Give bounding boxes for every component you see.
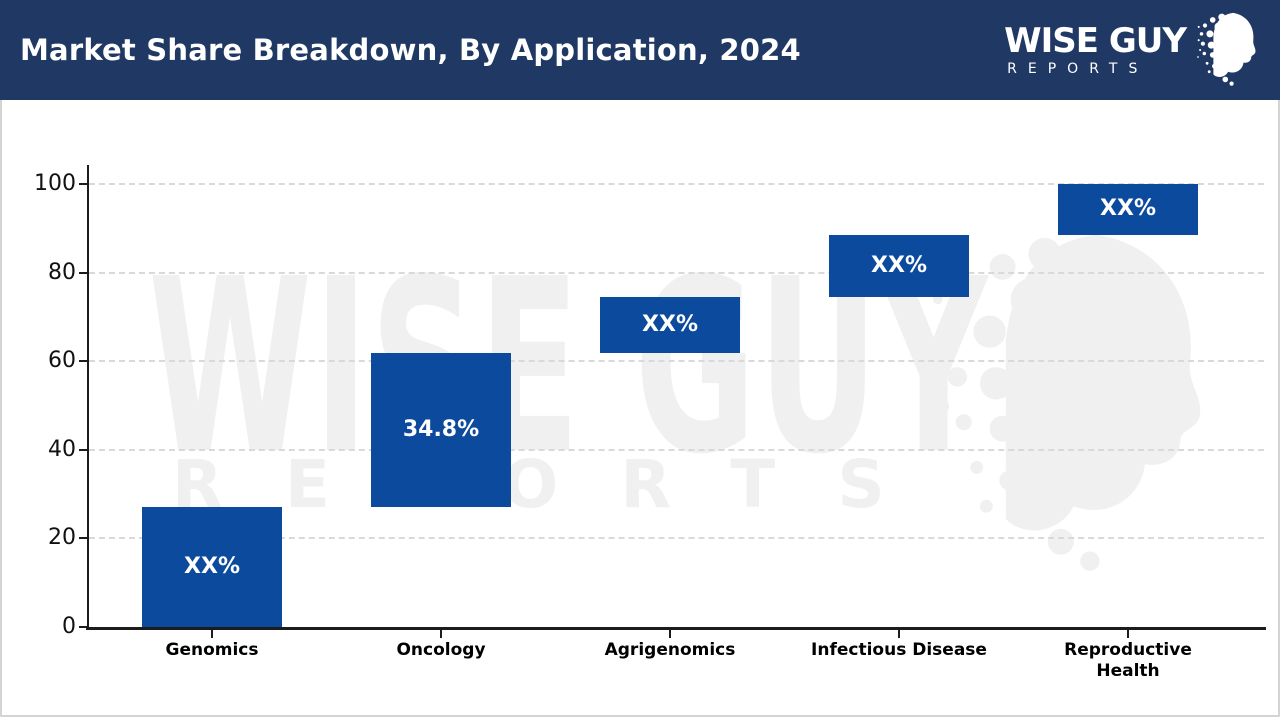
bar-value-label: 34.8% — [402, 417, 480, 443]
page-border-left — [0, 100, 2, 717]
bar-agrigenomics — [600, 297, 740, 354]
x-axis-label-2: Agrigenomics — [604, 640, 736, 660]
bar-value-label: XX% — [642, 312, 698, 338]
x-axis-line — [86, 627, 1266, 630]
y-axis-tick-20 — [79, 537, 87, 540]
gridline-y80 — [89, 271, 1264, 274]
brand-logo-line1: WISE GUY — [1004, 21, 1187, 61]
brand-logo-line2: REPORTS — [1007, 61, 1149, 77]
gridline-y60 — [89, 360, 1264, 363]
bar-oncology — [371, 353, 511, 508]
header-bar: Market Share Breakdown, By Application, … — [0, 0, 1280, 100]
bar-value-label: XX% — [1100, 196, 1156, 222]
x-axis-tick-3 — [898, 630, 900, 638]
y-axis-tick-100 — [79, 183, 87, 185]
watermark-head-icon — [930, 234, 1201, 571]
gridline-y100 — [89, 183, 1264, 185]
y-axis-label-60: 60 — [48, 348, 76, 374]
y-axis-tick-0 — [79, 626, 87, 628]
x-axis-tick-0 — [211, 630, 213, 638]
y-axis-label-20: 20 — [48, 525, 76, 551]
y-axis-tick-40 — [79, 448, 87, 451]
y-axis-line — [87, 165, 89, 629]
bar-genomics — [142, 507, 282, 627]
brand-logo-head-icon — [1197, 12, 1256, 86]
bar-value-label: XX% — [184, 554, 240, 580]
y-axis-tick-80 — [79, 271, 87, 274]
x-axis-label-1: Oncology — [396, 640, 486, 660]
x-axis-label-3: Infectious Disease — [811, 640, 987, 660]
y-axis-tick-60 — [79, 360, 87, 363]
gridline-y20 — [89, 537, 1264, 540]
y-axis-label-100: 100 — [34, 171, 76, 196]
brand-logo-text: WISE GUY REPORTS — [1004, 21, 1187, 77]
y-axis-label-80: 80 — [48, 259, 76, 285]
brand-logo: WISE GUY REPORTS — [1004, 8, 1262, 92]
bar-value-label: XX% — [871, 252, 927, 278]
y-axis-label-40: 40 — [48, 436, 76, 462]
y-axis-label-0: 0 — [62, 614, 76, 639]
page-title: Market Share Breakdown, By Application, … — [20, 33, 801, 67]
bar-reproductive-health — [1058, 184, 1198, 235]
bar-infectious-disease — [829, 234, 969, 298]
x-axis-label-0: Genomics — [165, 640, 259, 660]
page-border-right — [1278, 100, 1280, 717]
watermark-text-reports: REPORTS — [172, 446, 947, 523]
x-axis-tick-1 — [440, 630, 442, 638]
gridline-y40 — [89, 448, 1264, 451]
x-axis-label-4: Reproductive Health — [1064, 640, 1192, 681]
x-axis-tick-4 — [1127, 630, 1129, 638]
page-border-bottom — [0, 715, 1280, 717]
x-axis-tick-2 — [669, 630, 671, 638]
